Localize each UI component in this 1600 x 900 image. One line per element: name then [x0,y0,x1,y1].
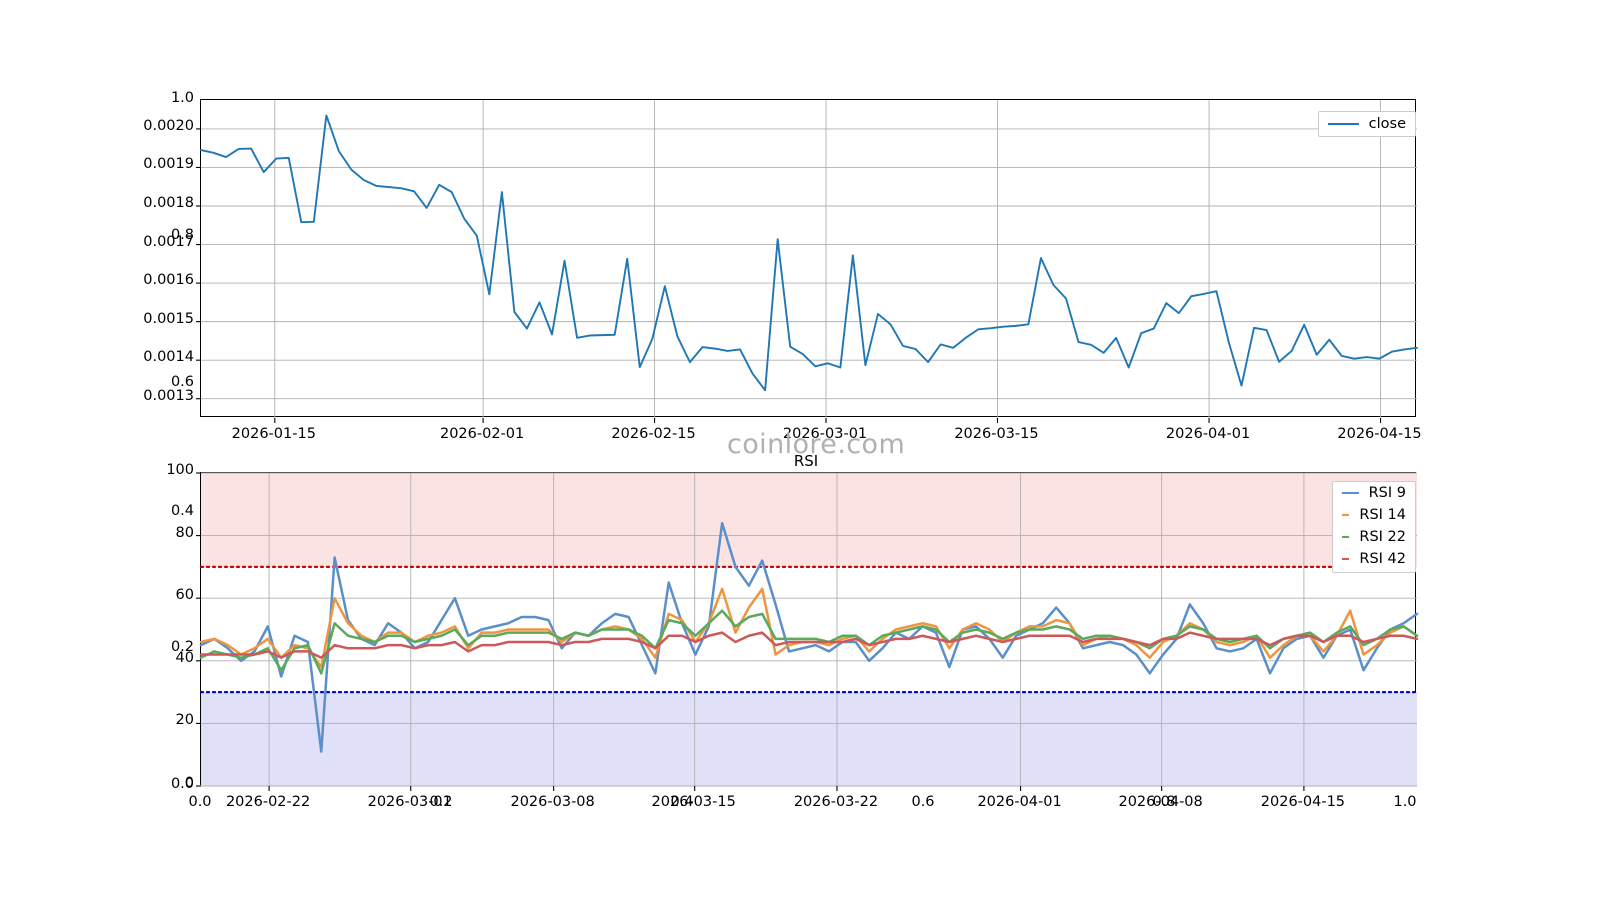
rsi-x-tick-secondary-5: 1.0 [1393,794,1417,810]
close-price-line [200,114,1418,392]
price-line-svg [196,100,1418,423]
rsi-y-tick-secondary-1: 0.2 [170,639,194,655]
rsi-y-tick-secondary-0: 0.0 [170,776,194,792]
price-x-tick-6: 2026-04-15 [1337,426,1422,442]
rsi-x-tick-1: 2026-03-01 [367,794,452,810]
rsi-chart-plot-area [196,472,1419,791]
legend-item-close[interactable]: close [1319,112,1415,136]
legend-label: RSI 22 [1359,529,1406,545]
rsi-y-tick-0: 0 [184,775,194,791]
rsi-x-tick-6: 2026-04-08 [1118,794,1203,810]
price-y-tick-6: 0.0019 [143,156,194,173]
price-x-tick-3: 2026-03-01 [782,426,868,442]
legend-swatch-icon [1342,492,1359,494]
price-y-tick-secondary-1: 0.8 [170,227,194,243]
rsi14-line [199,587,1419,669]
price-y-tick-1: 0.0014 [143,349,194,366]
legend-swatch-icon [1342,514,1350,516]
price-chart-plot-area [196,99,1418,423]
rsi-x-tick-3: 2026-03-15 [651,794,736,810]
rsi-x-tick-0: 2026-02-22 [225,794,311,810]
rsi-x-tick-secondary-0: 0.0 [188,794,212,810]
price-y-tick-0: 0.0013 [143,387,194,404]
price-x-tick-2: 2026-02-15 [611,426,696,442]
rsi-y-tick-3: 60 [175,587,194,604]
price-chart-legend: close [1318,111,1416,137]
legend-item-rsi-9[interactable]: RSI 9 [1333,482,1415,504]
coinlore-watermark: coinlore.com [727,429,906,460]
rsi-x-tick-7: 2026-04-15 [1260,794,1346,810]
legend-item-rsi-22[interactable]: RSI 22 [1333,526,1415,548]
rsi-chart-title: RSI [793,452,819,470]
rsi-x-tick-secondary-4: 0.8 [1152,794,1176,810]
price-y-tick-5: 0.0018 [143,195,194,211]
price-x-tick-5: 2026-04-01 [1165,426,1251,442]
rsi42-line [199,631,1419,659]
legend-swatch-icon [1342,558,1350,560]
price-y-tick-secondary-0: 0.6 [170,374,194,390]
rsi-y-tick-1: 20 [175,712,194,729]
legend-swatch-icon [1328,123,1359,125]
rsi-x-tick-secondary-3: 0.6 [911,794,935,810]
price-x-tick-4: 2026-03-15 [954,426,1039,442]
rsi-y-tick-4: 80 [175,524,194,541]
legend-label: close [1368,116,1406,132]
rsi-line-svg [196,472,1419,791]
legend-label: RSI 42 [1359,551,1406,567]
rsi-x-tick-4: 2026-03-22 [793,794,879,810]
rsi-x-tick-5: 2026-04-01 [977,794,1062,810]
rsi-chart-legend: RSI 9 RSI 14 RSI 22 RSI 42 [1332,481,1416,573]
legend-label: RSI 14 [1359,507,1406,523]
price-y-tick-3: 0.0016 [143,272,194,289]
rsi-x-tick-secondary-2: 0.4 [670,794,694,810]
rsi-oversold-band [201,692,1417,786]
rsi-y-tick-secondary-2: 0.4 [170,503,194,519]
price-y-tick-2: 0.0015 [143,310,194,327]
price-y-tick-4: 0.0017 [143,233,194,250]
rsi-y-tick-5: 100 [166,462,194,478]
rsi-y-tick-2: 40 [175,649,194,666]
price-y-tick-7: 0.0020 [143,117,194,134]
rsi-x-tick-secondary-1: 0.2 [429,794,453,810]
legend-swatch-icon [1342,536,1350,538]
rsi-overbought-band [201,473,1417,567]
price-x-tick-1: 2026-02-01 [439,426,525,442]
rsi-x-tick-2: 2026-03-08 [510,794,595,810]
legend-label: RSI 9 [1368,485,1406,501]
legend-item-rsi-14[interactable]: RSI 14 [1333,504,1415,526]
price-x-tick-0: 2026-01-15 [231,426,316,442]
price-y-tick-secondary-2: 1.0 [170,90,194,106]
legend-item-rsi-42[interactable]: RSI 42 [1333,548,1415,570]
